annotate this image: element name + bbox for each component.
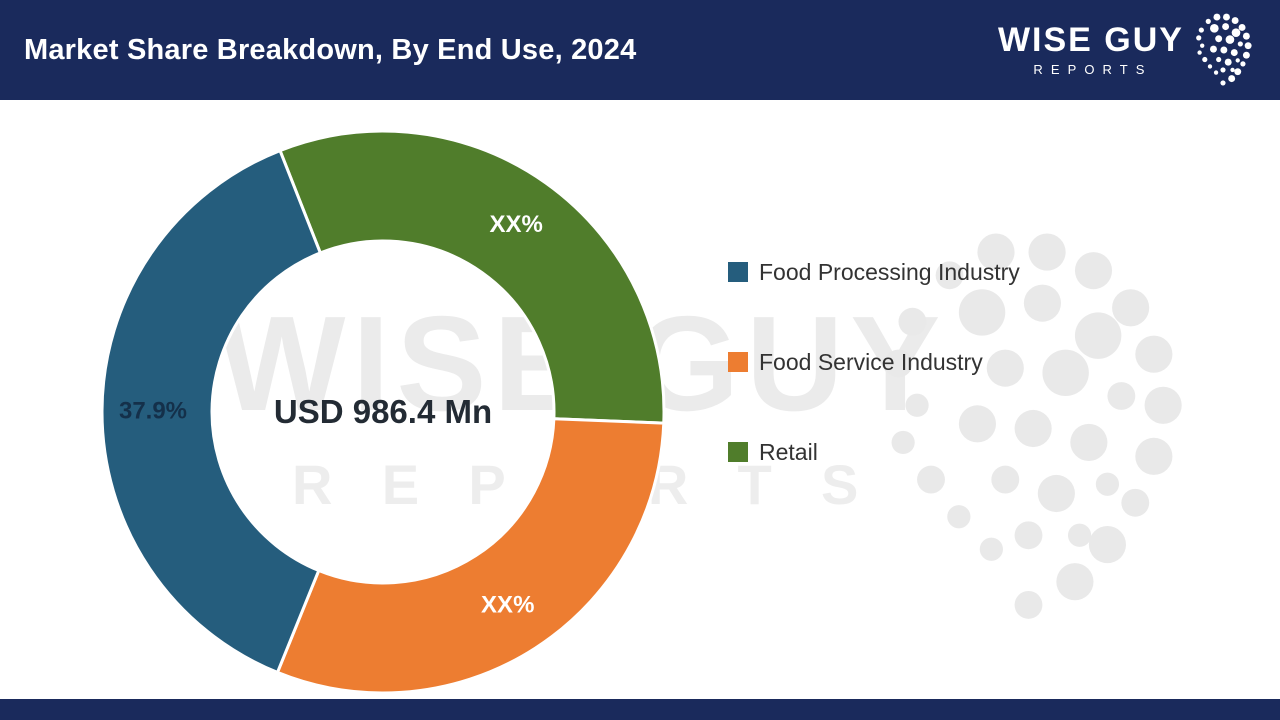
header-bar: Market Share Breakdown, By End Use, 2024… [0, 0, 1280, 100]
legend-item: Food Service Industry [728, 348, 1020, 376]
legend-swatch [728, 262, 748, 282]
legend-item: Food Processing Industry [728, 258, 1020, 286]
logo-text: WISE GUY REPORTS [997, 21, 1184, 77]
chart-area: WISE GUY REPORTS XX%XX%37.9% USD 986.4 M… [0, 100, 1280, 699]
logo-head-icon [1192, 11, 1254, 89]
legend-label: Food Processing Industry [759, 258, 1020, 285]
legend-label: Food Service Industry [759, 348, 983, 375]
donut-segment-food-service-industry [275, 417, 666, 695]
page-title: Market Share Breakdown, By End Use, 2024 [24, 33, 637, 66]
donut-center-value: USD 986.4 Mn [273, 393, 493, 430]
legend-swatch [728, 352, 748, 372]
donut-segment-food-processing-industry [100, 149, 322, 674]
segment-label: XX% [489, 211, 542, 238]
legend-label: Retail [759, 438, 818, 465]
logo-wordmark: WISE GUY [997, 21, 1184, 60]
legend: Food Processing Industry Food Service Ind… [728, 258, 1020, 466]
legend-swatch [728, 442, 748, 462]
legend-item: Retail [728, 438, 1020, 466]
logo-subtitle: REPORTS [1033, 61, 1153, 77]
donut-segment-retail [278, 129, 666, 425]
footer-bar [0, 699, 1280, 720]
segment-label: 37.9% [119, 397, 187, 424]
donut-chart: XX% XX% 37.9% [100, 129, 666, 695]
segment-label: XX% [481, 592, 534, 619]
wiseguy-logo: WISE GUY REPORTS [998, 11, 1254, 89]
